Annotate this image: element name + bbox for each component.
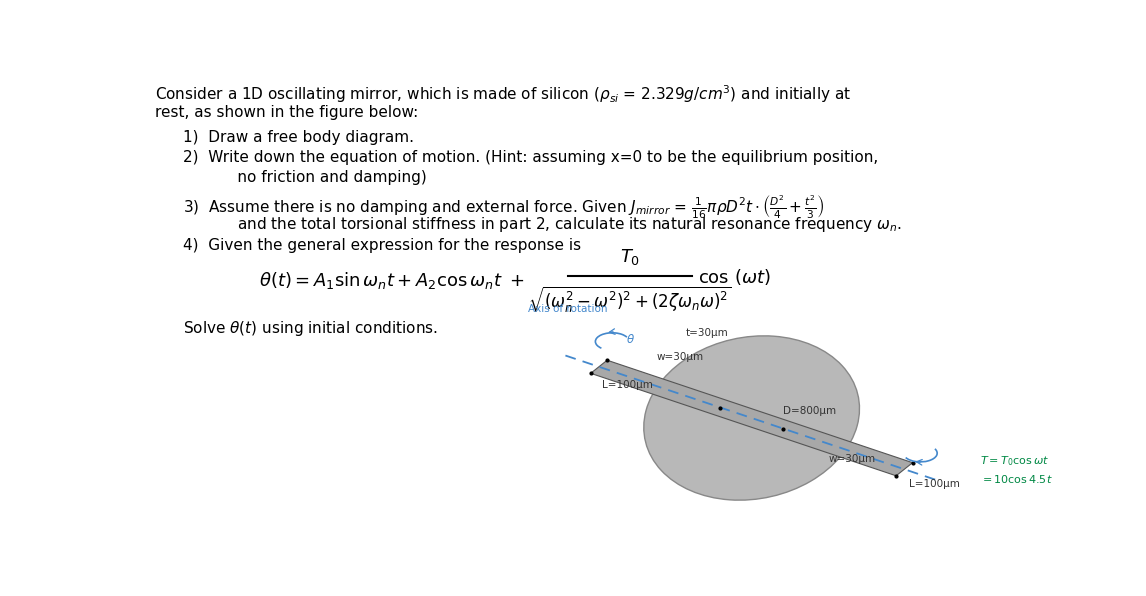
Text: and the total torsional stiffness in part 2, calculate its natural resonance fre: and the total torsional stiffness in par… (212, 215, 902, 234)
Text: w=30μm: w=30μm (657, 352, 704, 362)
Text: $T_0$: $T_0$ (620, 247, 641, 268)
Text: D=800μm: D=800μm (783, 406, 835, 416)
Polygon shape (590, 360, 912, 476)
Text: Axis of rotation: Axis of rotation (528, 304, 607, 314)
Text: 3)  Assume there is no damping and external force. Given $J_{mirror}$ = $\frac{1: 3) Assume there is no damping and extern… (183, 193, 825, 221)
Text: t=30μm: t=30μm (685, 328, 729, 338)
Text: L=100μm: L=100μm (909, 479, 959, 489)
Text: $\theta$: $\theta$ (627, 333, 635, 346)
Text: w=30μm: w=30μm (829, 454, 876, 464)
Text: Consider a 1D oscillating mirror, which is made of silicon ($\rho_{si}$ = 2.329$: Consider a 1D oscillating mirror, which … (155, 83, 851, 105)
Text: $\theta(t) = A_1\sin\omega_n t + A_2 \cos \omega_n t\ +$: $\theta(t) = A_1\sin\omega_n t + A_2 \co… (259, 270, 525, 291)
Text: $\sqrt{(\omega_n^2 - \omega^2)^2 + (2\zeta\omega_n\omega)^2}$: $\sqrt{(\omega_n^2 - \omega^2)^2 + (2\ze… (528, 284, 732, 315)
Text: Solve $\theta(t)$ using initial conditions.: Solve $\theta(t)$ using initial conditio… (183, 319, 438, 339)
Text: rest, as shown in the figure below:: rest, as shown in the figure below: (155, 104, 418, 120)
Text: 1)  Draw a free body diagram.: 1) Draw a free body diagram. (183, 131, 414, 145)
Text: L=100μm: L=100μm (602, 380, 652, 390)
Text: $\cos\,(\omega t)$: $\cos\,(\omega t)$ (698, 266, 771, 287)
Text: 4)  Given the general expression for the response is: 4) Given the general expression for the … (183, 238, 581, 253)
Text: 2)  Write down the equation of motion. (Hint: assuming x=0 to be the equilibrium: 2) Write down the equation of motion. (H… (183, 150, 879, 166)
Ellipse shape (644, 336, 860, 500)
Text: $T = T_0\cos\omega t$
$= 10\cos4.5t$: $T = T_0\cos\omega t$ $= 10\cos4.5t$ (980, 454, 1052, 485)
Text: no friction and damping): no friction and damping) (212, 170, 426, 185)
